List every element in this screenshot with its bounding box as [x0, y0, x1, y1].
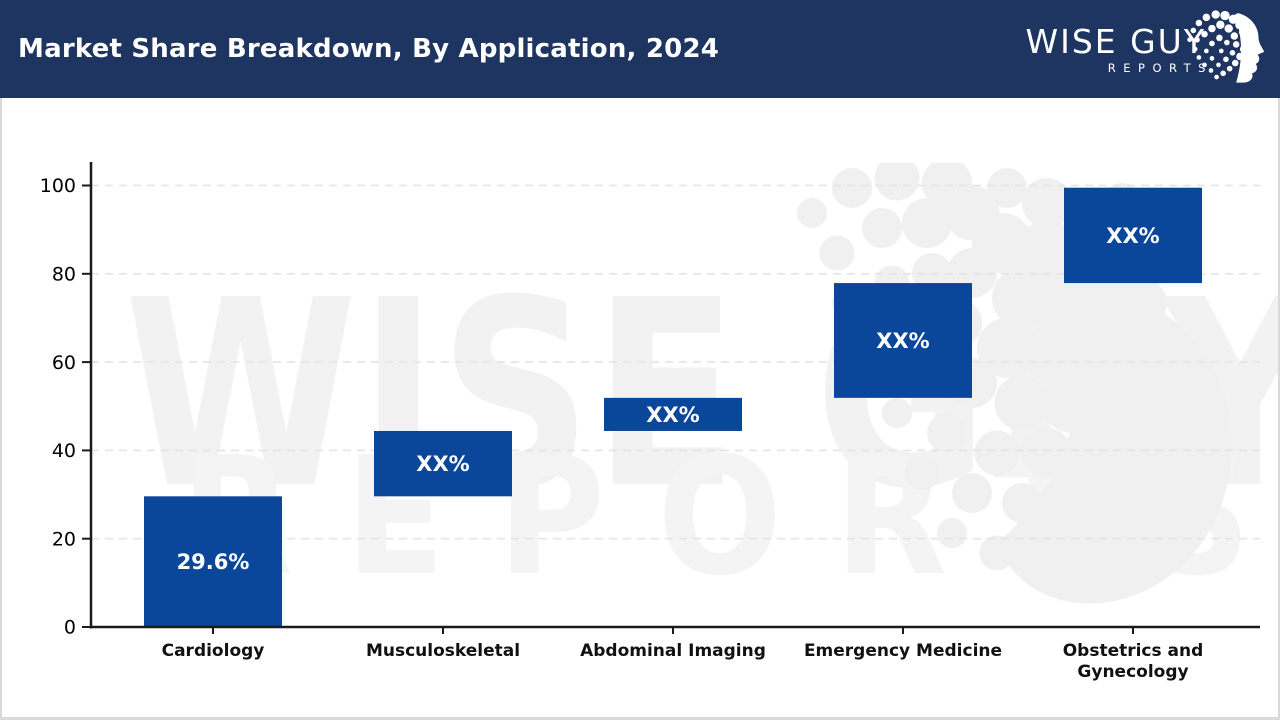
- logo-brand-label: WISE GUY: [1025, 22, 1206, 61]
- bar-label-musculoskeletal: XX%: [416, 452, 469, 476]
- bar-label-emergency-medicine: XX%: [876, 329, 929, 353]
- page-title: Market Share Breakdown, By Application, …: [18, 34, 720, 64]
- bar-obstetrics-and-gynecology: [1064, 187, 1202, 284]
- header-bar: Market Share Breakdown, By Application, …: [0, 0, 1280, 98]
- logo-text: WISE GUY REPORTS: [1025, 25, 1206, 75]
- chart-area: WISE GUY REPORTS 29.6% XX% XX% XX% XX: [0, 98, 1280, 720]
- category-label-emergency-medicine: Emergency Medicine: [804, 641, 1002, 661]
- y-tick-label-80: 80: [52, 263, 76, 285]
- y-tick-label-0: 0: [64, 617, 76, 639]
- y-tick-label-100: 100: [40, 175, 76, 197]
- logo-sub-label: REPORTS: [1107, 61, 1213, 75]
- bar-cardiology: [144, 496, 282, 627]
- y-tick-label-20: 20: [52, 528, 76, 550]
- y-tick-label-60: 60: [52, 352, 76, 374]
- dotted-head-profile-icon: [1187, 10, 1265, 83]
- waterfall-chart: 29.6% XX% XX% XX% XX% 0 20 40 60 80 100 Cardiology M…: [40, 162, 1260, 682]
- bar-musculoskeletal: [374, 430, 512, 497]
- y-tick-label-40: 40: [52, 440, 76, 462]
- category-label-obstetrics-and-gynecology: Obstetrics and Gynecology: [1063, 641, 1204, 682]
- bar-label-abdominal-imaging: XX%: [646, 403, 699, 427]
- category-label-musculoskeletal: Musculoskeletal: [366, 641, 520, 661]
- bar-label-cardiology: 29.6%: [177, 550, 250, 574]
- bar-emergency-medicine: [834, 283, 972, 398]
- category-label-cardiology: Cardiology: [162, 641, 265, 661]
- bar-abdominal-imaging: [604, 397, 742, 431]
- category-label-abdominal-imaging: Abdominal Imaging: [580, 641, 766, 661]
- wiseguy-logo: WISE GUY REPORTS: [1025, 8, 1266, 92]
- bar-label-obstetrics-and-gynecology: XX%: [1106, 224, 1159, 248]
